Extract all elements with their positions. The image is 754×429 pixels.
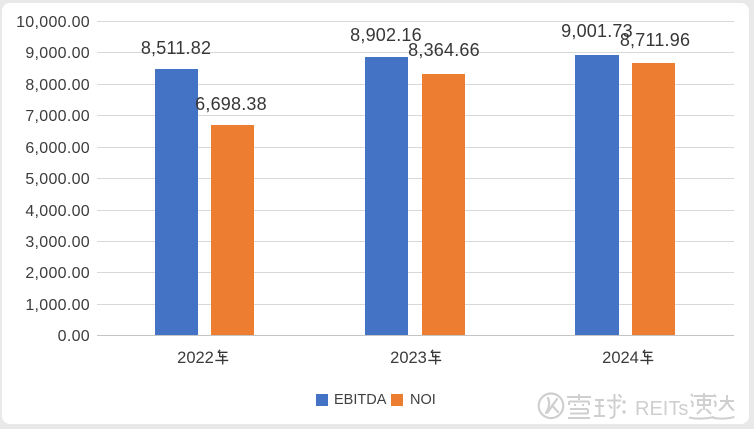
svg-text:REITs: REITs xyxy=(635,398,688,420)
